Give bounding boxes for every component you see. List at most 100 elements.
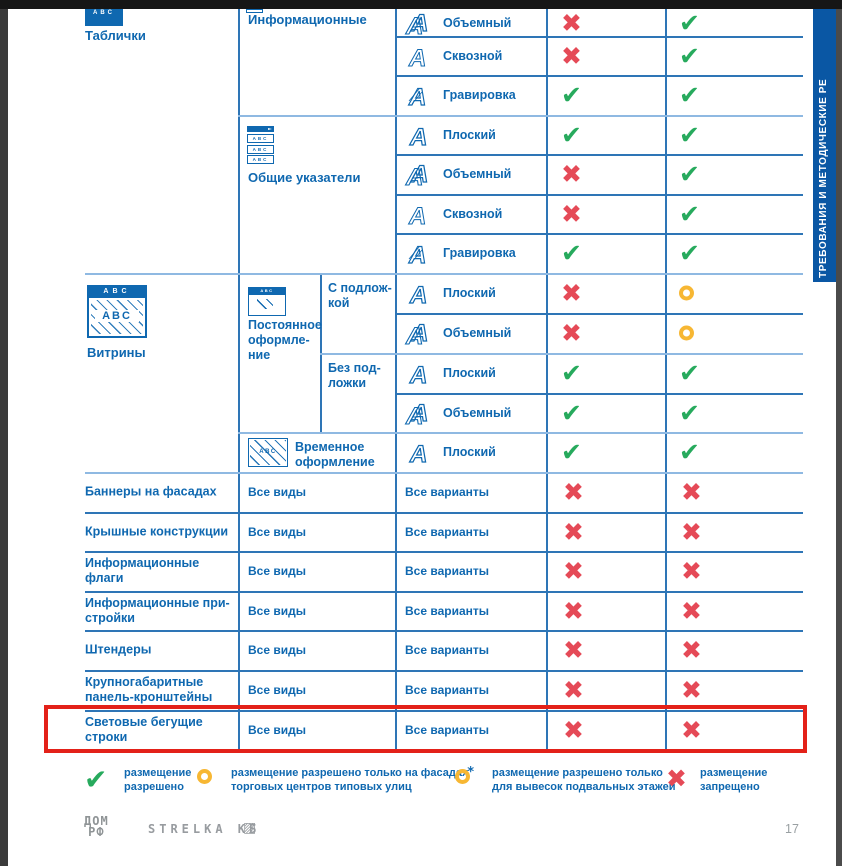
ring-icon [679,285,694,301]
check-icon: ✔ [679,437,700,467]
permanent-decor-header: ABC [248,287,286,295]
cross-icon: ✖ [563,556,584,586]
table-gridline [395,313,803,315]
sign-type-label: Плоский [443,445,496,459]
letter-a-flat-icon: A [403,438,433,468]
check-icon: ✔ [679,238,700,268]
table-row: Крупногабаритные панель-кронштейны Все в… [85,670,803,710]
check-icon: ✔ [84,763,108,796]
sign-type-label: Объемный [443,326,512,340]
chapter-side-tab-label: ТРЕБОВАНИЯ И МЕТОДИЧЕСКИЕ РЕ [818,78,829,278]
sign-type-label: Плоский [443,127,496,142]
variants-cell: Все варианты [405,603,489,618]
group-label-vremennoe: Временное оформление [295,440,375,469]
logo-line: ДОМ [84,814,109,828]
document-page [8,9,836,866]
table-gridline [238,115,803,117]
svg-text:A: A [409,124,427,149]
table-gridline [395,233,803,235]
hatch-square-icon: ▨ [243,820,257,836]
table-row: Крышные конструкции Все виды Все вариант… [85,512,803,551]
cross-icon: ✖ [561,199,582,228]
info-plaque-icon-partial [246,9,263,13]
svg-text:A: A [410,320,428,347]
table-gridline [320,273,322,432]
category-label: Крышные конструкции [85,524,229,538]
hatch-pattern [257,299,273,309]
sign-type-label: Объемный [443,405,512,420]
sign-type-label: Плоский [443,366,496,380]
letter-a-flat-icon: A [403,359,433,389]
highlight-box [44,705,807,753]
svg-text:A: A [408,242,426,267]
letter-a-flat-icon: A [403,279,433,309]
variants-cell: Все варианты [405,723,489,737]
ring-icon [197,769,212,784]
sign-type-label: Сквозной [443,48,503,63]
table-row: A Сквозной ✖ ✔ [395,194,803,233]
permanent-decor-icon: ABC [248,287,286,316]
showcase-abc: ABC [95,310,139,322]
abc-cell: ABC [247,134,274,143]
cross-icon: ✖ [561,8,582,37]
sign-type-label: Объемный [443,15,512,30]
cross-icon: ✖ [666,764,687,793]
chapter-side-tab: ТРЕБОВАНИЯ И МЕТОДИЧЕСКИЕ РЕ [813,9,836,282]
cross-icon: ✖ [681,477,702,507]
ring-asterisk-icon: * [455,766,474,784]
variants-cell: Все варианты [405,485,489,499]
table-row: A Плоский ✔ ✔ [395,115,803,154]
permanent-decor-body [248,295,286,316]
table-row: Баннеры на фасадах Все виды Все варианты… [85,472,803,512]
kinds-cell: Все виды [248,643,306,657]
category-label: Штендеры [85,642,152,657]
svg-text:A: A [405,13,423,37]
check-icon: ✔ [679,199,700,228]
variants-cell: Все варианты [405,683,489,697]
svg-text:A: A [410,400,428,427]
check-icon: ✔ [679,159,700,189]
letter-a-flat-icon: A [403,121,433,151]
kinds-cell: Все виды [248,723,306,737]
category-label: Баннеры на фасадах [85,484,217,499]
variants-cell: Все варианты [405,524,489,539]
letter-a-engraved-icon: A [403,81,433,111]
table-row: A Плоский ✖ [395,273,803,313]
temporary-decor-abc: ABC [259,449,277,455]
letter-a-engraved-icon: A [403,239,433,269]
table-gridline [395,36,803,38]
table-gridline [395,9,397,750]
svg-text:A: A [409,282,427,307]
subgroup-label-s-podlozhkoy: С подлож- кой [328,281,392,310]
group-label-postoyannoe: Постоянное оформле- ние [248,318,322,362]
table-gridline [85,472,803,474]
table-gridline [85,551,803,553]
dom-rf-logo: ДОМ РФ [84,814,109,838]
cross-icon: ✖ [561,159,582,189]
showcase-header: ABC [87,285,147,298]
legend-text: размещение разрешено только на фасадах т… [231,767,469,793]
strelka-brand-text: STRELKA КБ [148,822,261,836]
viewer-left-margin [0,9,8,866]
category-label: Крупногабаритные панель-кронштейны [85,675,213,704]
group-label-informacionnye: Информационные [248,12,367,27]
table-gridline [238,9,240,750]
check-icon: ✔ [561,358,582,388]
check-icon: ✔ [679,398,700,427]
sign-type-label: Плоский [443,286,496,300]
sign-type-label: Объемный [443,167,512,181]
arrow-bar-icon [247,126,274,132]
svg-text:A: A [409,362,427,387]
letter-a-cutout-icon: A [403,42,433,72]
plaque-abc-icon: ABC [85,9,123,26]
sign-type-label: Гравировка [443,246,516,260]
table-row-highlighted: Световые бегущие строки Все виды Все вар… [85,710,803,750]
showcase-body: ABC [87,298,147,338]
legend-text: размещение разрешено только для вывесок … [492,767,676,793]
